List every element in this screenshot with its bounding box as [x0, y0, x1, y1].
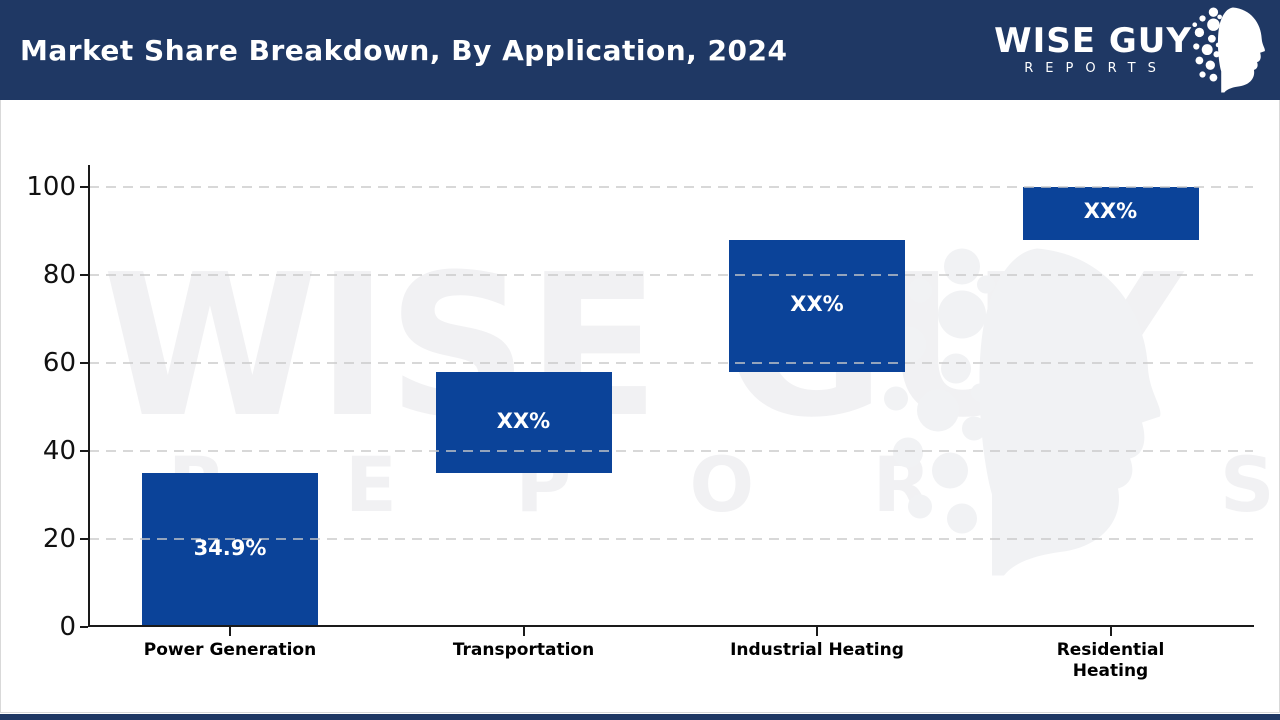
chart-title: Market Share Breakdown, By Application, … [20, 33, 788, 67]
logo-face-icon [1192, 7, 1265, 93]
y-tick-mark [80, 362, 88, 364]
wise-guy-logo: WISE GUY REPORTS [994, 0, 1270, 100]
bar-value-label: XX% [790, 292, 844, 317]
y-tick-label: 100 [26, 172, 76, 202]
y-tick-label: 40 [42, 436, 76, 466]
y-tick-mark [80, 538, 88, 540]
grid-line [89, 274, 1253, 276]
grid-line [89, 450, 1253, 452]
y-tick-label: 80 [42, 260, 76, 290]
bar-value-label: XX% [496, 408, 551, 433]
y-tick-mark [80, 626, 88, 628]
waterfall-bar [435, 372, 612, 474]
x-tick-label: Industrial Heating [730, 640, 904, 660]
x-tick-mark [522, 627, 525, 636]
x-tick-mark [816, 627, 818, 636]
logo-wordmark: WISE GUY [994, 21, 1192, 61]
x-tick-label: Residential Heating [1056, 640, 1165, 681]
y-tick-label: 0 [59, 612, 76, 642]
x-axis-line [88, 625, 1254, 627]
y-tick-label: 20 [42, 524, 76, 554]
y-tick-label: 60 [42, 348, 76, 378]
x-tick-label: Power Generation [143, 640, 317, 660]
y-tick-mark [80, 274, 88, 276]
x-tick-mark [1109, 627, 1112, 636]
y-tick-mark [80, 186, 88, 188]
grid-line [89, 186, 1253, 188]
grid-line [89, 362, 1253, 364]
waterfall-bar [1022, 187, 1199, 240]
bar-value-label: XX% [1083, 199, 1138, 224]
grid-line [89, 538, 1253, 540]
y-tick-mark [80, 450, 88, 452]
y-axis-line [88, 165, 90, 627]
x-tick-label: Transportation [452, 640, 595, 660]
header-bar: Market Share Breakdown, By Application, … [0, 0, 1280, 100]
logo-text: WISE GUY REPORTS [994, 24, 1192, 76]
x-tick-mark [229, 627, 231, 636]
footer-bar [0, 714, 1280, 720]
waterfall-bar [142, 473, 318, 627]
waterfall-bar [729, 239, 905, 373]
watermark-face-icon [881, 248, 1161, 576]
logo-subtitle: REPORTS [1024, 61, 1168, 76]
bar-value-label: 34.9% [193, 536, 267, 561]
